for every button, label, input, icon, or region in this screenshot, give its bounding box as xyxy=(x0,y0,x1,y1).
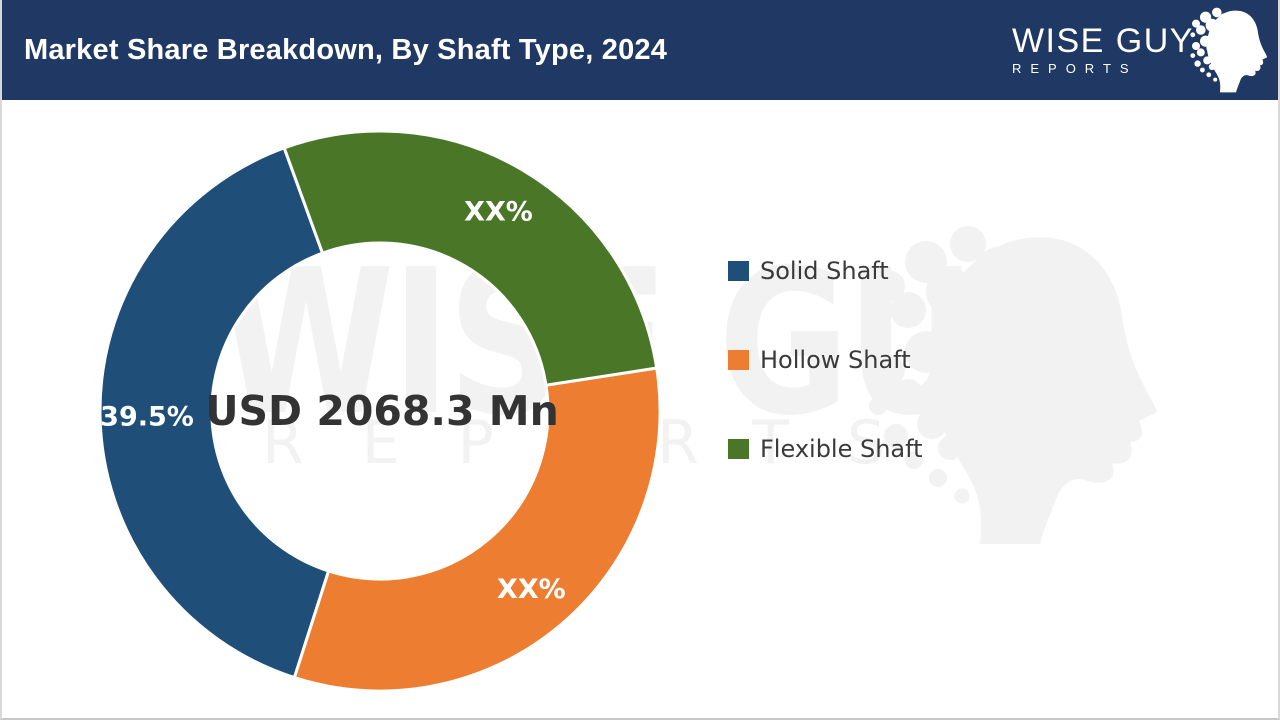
legend-label-flexible-shaft: Flexible Shaft xyxy=(760,435,923,463)
legend: Solid Shaft Hollow Shaft Flexible Shaft xyxy=(728,257,923,463)
logo-face-icon xyxy=(1190,7,1268,93)
legend-swatch-flexible-shaft xyxy=(728,439,749,459)
legend-label-solid-shaft: Solid Shaft xyxy=(760,257,889,285)
donut-segment-label-flexible-shaft: XX% xyxy=(464,196,533,227)
donut-segment-solid-shaft xyxy=(98,145,331,680)
logo-wordmark-line1: WISE GUY xyxy=(1011,21,1194,60)
center-value: USD 2068.3 Mn xyxy=(205,387,559,435)
donut-segment-label-hollow-shaft: XX% xyxy=(497,574,566,605)
donut-segment-label-solid-shaft: 39.5% xyxy=(100,402,194,433)
logo-wordmark: WISE GUY REPORTS xyxy=(1011,21,1194,77)
header: Market Share Breakdown, By Shaft Type, 2… xyxy=(0,0,1280,100)
brand-logo: WISE GUY REPORTS xyxy=(1012,6,1268,94)
page-title: Market Share Breakdown, By Shaft Type, 2… xyxy=(24,33,668,66)
legend-label-hollow-shaft: Hollow Shaft xyxy=(760,346,911,374)
donut-chart: 39.5% XX% XX% USD 2068.3 Mn xyxy=(60,91,700,720)
donut-segment-hollow-shaft xyxy=(292,366,662,693)
donut-svg: 39.5% XX% XX% USD 2068.3 Mn xyxy=(98,129,662,693)
legend-swatch-hollow-shaft xyxy=(728,350,749,370)
legend-swatch-solid-shaft xyxy=(728,261,749,281)
legend-item-hollow-shaft: Hollow Shaft xyxy=(728,346,923,374)
legend-item-flexible-shaft: Flexible Shaft xyxy=(728,435,923,463)
legend-item-solid-shaft: Solid Shaft xyxy=(728,257,923,285)
donut-segment-flexible-shaft xyxy=(282,129,659,387)
logo-wordmark-line2: REPORTS xyxy=(1011,61,1138,77)
